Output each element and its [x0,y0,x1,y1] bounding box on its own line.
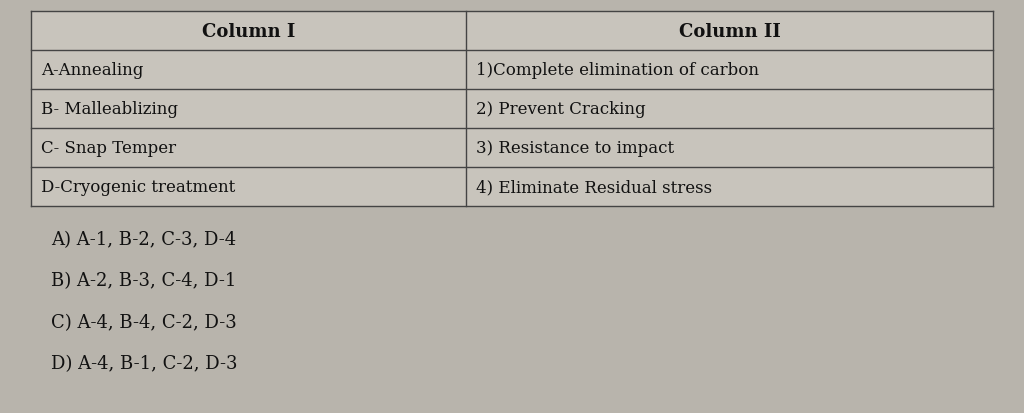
Text: 3) Resistance to impact: 3) Resistance to impact [476,140,674,157]
Text: B) A-2, B-3, C-4, D-1: B) A-2, B-3, C-4, D-1 [51,272,237,290]
Text: 1)Complete elimination of carbon: 1)Complete elimination of carbon [476,62,759,79]
Text: C- Snap Temper: C- Snap Temper [41,140,176,157]
Text: D) A-4, B-1, C-2, D-3: D) A-4, B-1, C-2, D-3 [51,354,238,373]
Text: D-Cryogenic treatment: D-Cryogenic treatment [41,178,236,196]
Text: 4) Eliminate Residual stress: 4) Eliminate Residual stress [476,178,713,196]
Bar [31,12,993,206]
Text: Column I: Column I [202,23,295,41]
Text: C) A-4, B-4, C-2, D-3: C) A-4, B-4, C-2, D-3 [51,313,237,331]
Text: Column II: Column II [679,23,780,41]
Text: B- Malleablizing: B- Malleablizing [41,101,178,118]
Text: A-Annealing: A-Annealing [41,62,143,79]
Text: A) A-1, B-2, C-3, D-4: A) A-1, B-2, C-3, D-4 [51,230,237,249]
Text: 2) Prevent Cracking: 2) Prevent Cracking [476,101,646,118]
